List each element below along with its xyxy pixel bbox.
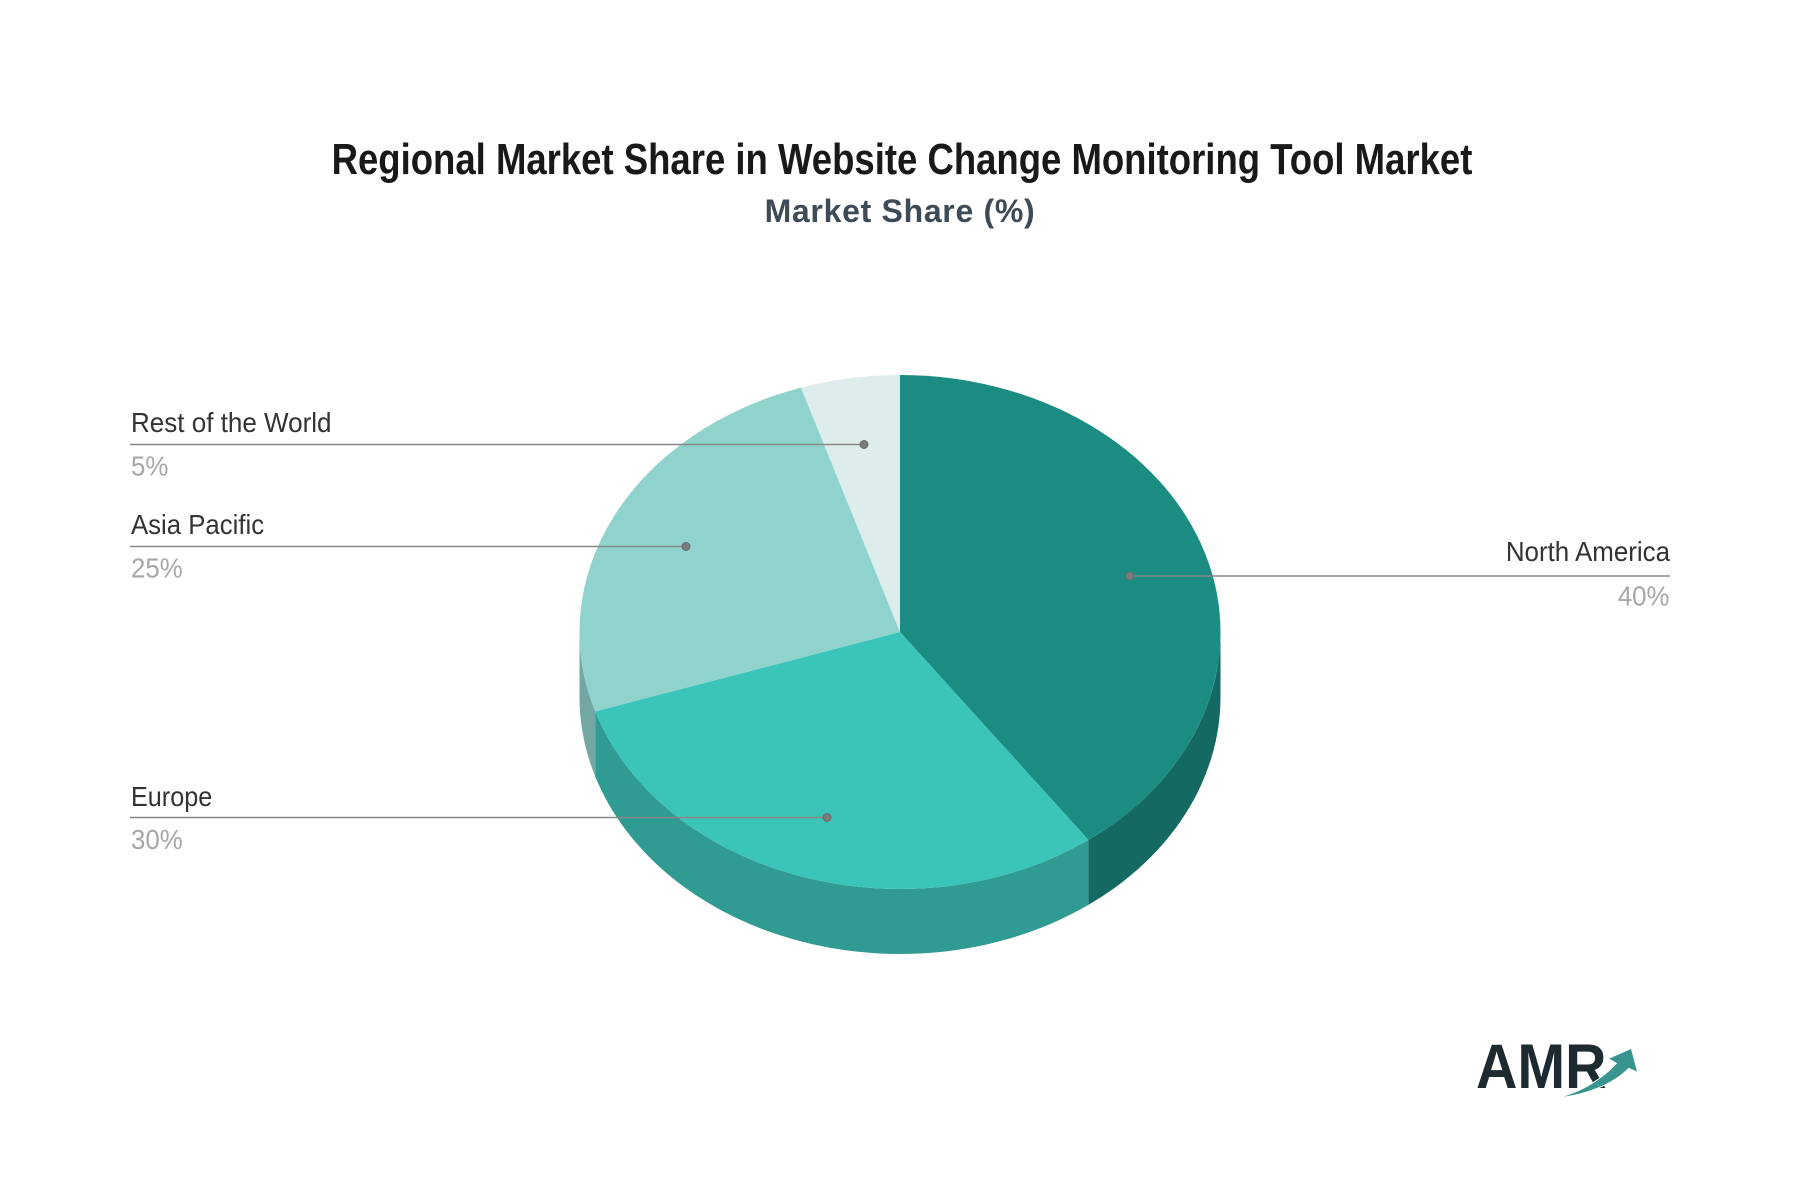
svg-text:North America: North America <box>1506 536 1670 567</box>
svg-text:Regional Market Share in Websi: Regional Market Share in Website Change … <box>332 134 1473 184</box>
svg-text:Europe: Europe <box>131 781 212 813</box>
svg-text:30%: 30% <box>131 824 183 855</box>
svg-text:Asia Pacific: Asia Pacific <box>131 509 264 540</box>
svg-text:5%: 5% <box>131 451 168 482</box>
svg-text:40%: 40% <box>1618 581 1670 612</box>
svg-text:25%: 25% <box>131 553 183 584</box>
svg-text:Rest of the World: Rest of the World <box>131 407 332 438</box>
svg-text:Market Share (%): Market Share (%) <box>765 193 1036 229</box>
